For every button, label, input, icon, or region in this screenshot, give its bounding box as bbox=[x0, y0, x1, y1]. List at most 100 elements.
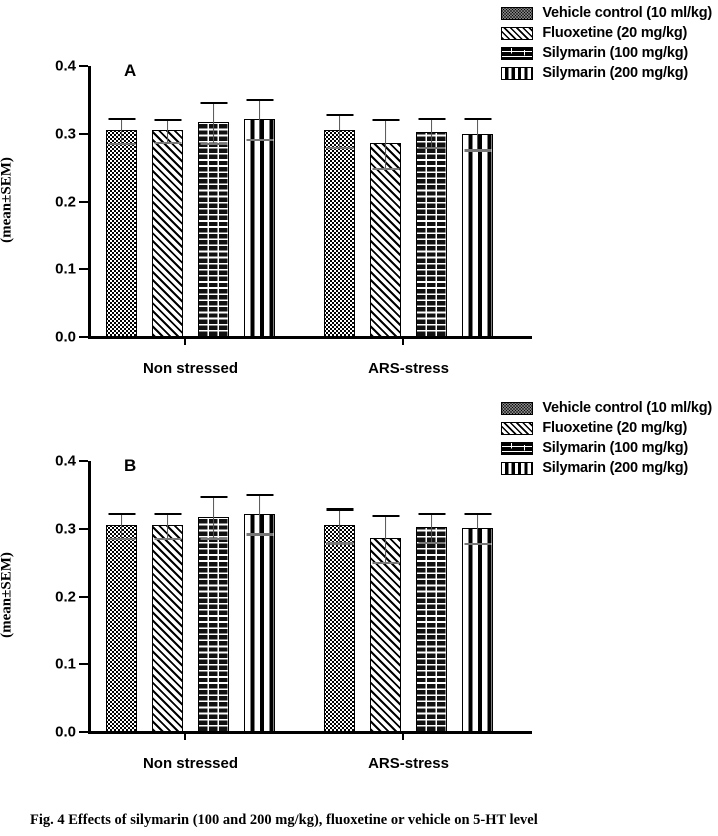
error-bar bbox=[198, 101, 229, 337]
dots-swatch-icon bbox=[501, 6, 534, 20]
vertical-lines-swatch-icon bbox=[501, 461, 534, 475]
y-axis-label: 5-HT level µg/g of tissue (mean±SEM) bbox=[0, 466, 16, 724]
error-bar-cap-upper bbox=[464, 513, 491, 516]
diagonal-hatch-swatch-icon bbox=[501, 26, 534, 40]
error-bar-cap-upper bbox=[154, 118, 181, 122]
y-axis-tick-label: 0.3 bbox=[55, 125, 76, 143]
error-bar bbox=[244, 98, 275, 337]
legend-panel-b: Vehicle control (10 ml/kg) Fluoxetine (2… bbox=[501, 399, 712, 477]
error-bar-stem bbox=[120, 118, 123, 143]
y-axis-tick bbox=[79, 663, 88, 666]
error-bar-cap-lower bbox=[326, 542, 353, 545]
error-bar-cap-lower bbox=[200, 142, 227, 145]
dots-swatch-icon bbox=[501, 401, 534, 415]
bar bbox=[370, 143, 401, 337]
error-bar-stem bbox=[384, 514, 387, 562]
error-bar-stem bbox=[338, 508, 341, 543]
error-bar-cap-upper bbox=[326, 114, 353, 117]
y-axis-tick bbox=[79, 200, 88, 203]
bar bbox=[152, 130, 183, 337]
bar bbox=[370, 538, 401, 732]
error-bar-cap-upper bbox=[108, 118, 135, 121]
y-axis-tick-label: 0.0 bbox=[55, 328, 76, 346]
y-axis-tick bbox=[79, 595, 88, 598]
error-bar-stem bbox=[166, 513, 169, 538]
error-bar bbox=[106, 512, 137, 733]
error-bar-cap-lower bbox=[464, 149, 491, 152]
brick-swatch-icon bbox=[501, 46, 534, 60]
error-bar-stem bbox=[120, 512, 123, 539]
error-bar-cap-upper bbox=[326, 508, 353, 511]
error-bar-cap-lower bbox=[326, 146, 353, 149]
error-bar bbox=[152, 513, 183, 732]
legend-item-label: Fluoxetine (20 mg/kg) bbox=[542, 25, 688, 41]
error-bar-stem bbox=[430, 513, 433, 542]
y-axis-tick-label: 0.2 bbox=[55, 588, 76, 605]
y-axis-tick-label: 0.0 bbox=[55, 723, 76, 741]
y-axis-tick-label: 0.2 bbox=[55, 193, 76, 210]
bar bbox=[198, 122, 229, 337]
x-axis-line bbox=[88, 731, 532, 734]
error-bar-cap-lower bbox=[200, 538, 227, 541]
panel-a: Vehicle control (10 ml/kg) Fluoxetine (2… bbox=[0, 0, 718, 400]
y-axis-tick bbox=[79, 460, 88, 463]
legend-item: Silymarin (100 mg/kg) bbox=[501, 44, 712, 62]
error-bar-stem bbox=[258, 494, 261, 534]
plot-area-a: A 0.0 0.1 0.2 0.3 0.4 bbox=[55, 59, 530, 345]
x-axis-category-label: ARS-stress bbox=[368, 755, 449, 772]
bar bbox=[416, 527, 447, 732]
bar bbox=[244, 513, 275, 732]
legend-item: Silymarin (200 mg/kg) bbox=[501, 459, 712, 477]
error-bar-cap-lower bbox=[154, 141, 181, 145]
error-bar bbox=[462, 513, 493, 732]
y-axis-tick bbox=[79, 731, 88, 734]
error-bar bbox=[324, 114, 355, 337]
panel-b: Vehicle control (10 ml/kg) Fluoxetine (2… bbox=[0, 395, 718, 795]
error-bar-stem bbox=[476, 118, 479, 150]
y-axis-label: 5-HT level µg/g of tissue (mean±SEM) bbox=[0, 71, 16, 329]
error-bar-cap-lower bbox=[108, 142, 135, 145]
error-bar bbox=[370, 118, 401, 337]
error-bar bbox=[324, 508, 355, 732]
error-bar-cap-lower bbox=[154, 537, 181, 540]
error-bar-stem bbox=[430, 118, 433, 147]
legend-item: Vehicle control (10 ml/kg) bbox=[501, 399, 712, 417]
x-axis-category-label: Non stressed bbox=[142, 360, 239, 377]
y-axis-label-line2: (mean±SEM) bbox=[0, 552, 14, 638]
bar bbox=[198, 517, 229, 732]
bar bbox=[462, 133, 493, 337]
legend-panel-a: Vehicle control (10 ml/kg) Fluoxetine (2… bbox=[501, 4, 712, 82]
y-axis-tick bbox=[79, 65, 88, 68]
error-bar-stem bbox=[258, 98, 261, 140]
x-axis-tick bbox=[402, 336, 405, 345]
error-bar bbox=[198, 496, 229, 732]
error-bar-cap-upper bbox=[418, 118, 445, 121]
legend-item: Fluoxetine (20 mg/kg) bbox=[501, 24, 712, 42]
y-axis-tick-label: 0.1 bbox=[55, 260, 76, 278]
legend-item: Vehicle control (10 ml/kg) bbox=[501, 4, 712, 22]
error-bar-cap-upper bbox=[246, 98, 273, 101]
y-axis-tick bbox=[79, 527, 88, 530]
legend-item: Fluoxetine (20 mg/kg) bbox=[501, 419, 712, 437]
legend-item: Silymarin (100 mg/kg) bbox=[501, 439, 712, 457]
y-axis-label-line2: (mean±SEM) bbox=[0, 157, 14, 243]
error-bar-stem bbox=[212, 496, 215, 539]
vertical-lines-swatch-icon bbox=[501, 66, 534, 80]
bar bbox=[152, 525, 183, 732]
x-axis-line bbox=[88, 336, 532, 339]
y-axis-tick-label: 0.4 bbox=[55, 57, 76, 75]
error-bar-cap-upper bbox=[246, 494, 273, 497]
error-bar bbox=[244, 494, 275, 732]
error-bar-cap-lower bbox=[464, 542, 491, 546]
error-bar-stem bbox=[338, 114, 341, 147]
error-bar-cap-upper bbox=[372, 514, 399, 517]
legend-item-label: Silymarin (100 mg/kg) bbox=[542, 440, 689, 456]
y-axis-line bbox=[88, 461, 91, 733]
legend-item-label: Silymarin (100 mg/kg) bbox=[542, 45, 689, 61]
error-bar-cap-upper bbox=[108, 512, 135, 515]
figure-caption: Fig. 4 Effects of silymarin (100 and 200… bbox=[30, 812, 538, 828]
error-bar-cap-lower bbox=[418, 146, 445, 149]
plot-area-b: B 0.0 0.1 0.2 0.3 0.4 bbox=[55, 454, 530, 740]
error-bar-cap-upper bbox=[372, 118, 399, 122]
legend-item-label: Fluoxetine (20 mg/kg) bbox=[542, 420, 688, 436]
